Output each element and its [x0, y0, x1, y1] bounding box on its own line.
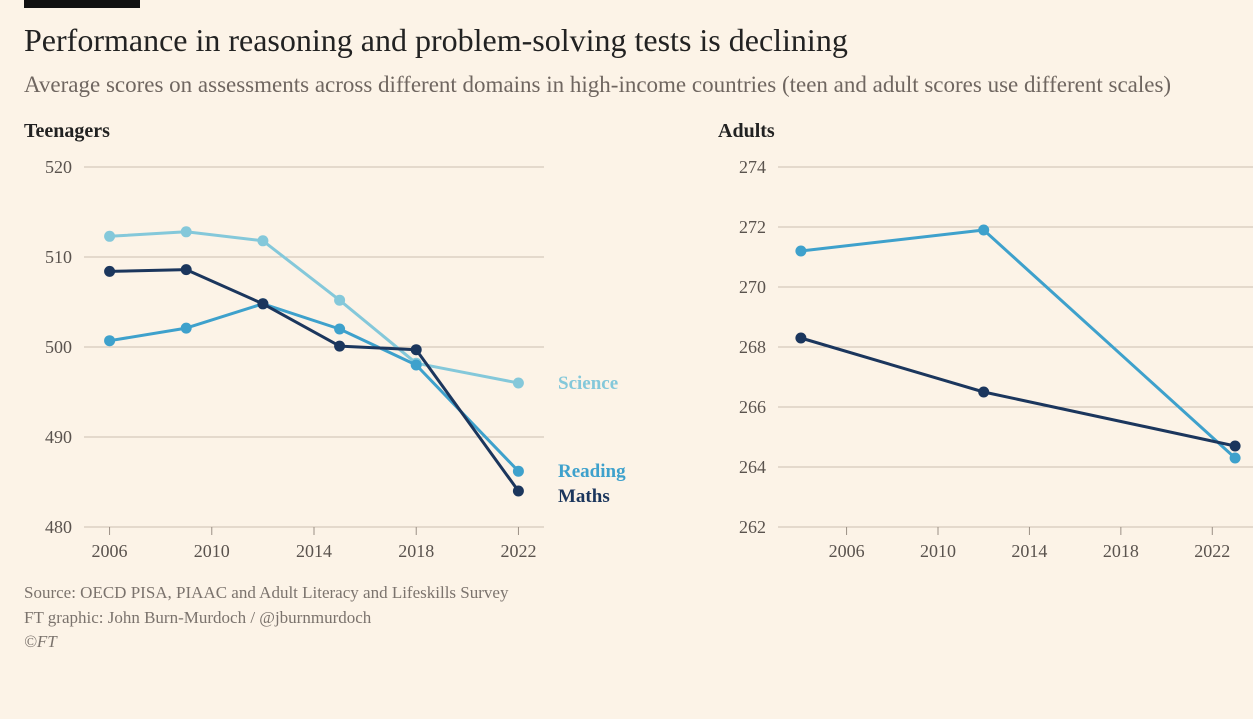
y-axis-label: 510 — [45, 247, 72, 267]
series-marker-numeracy — [978, 387, 989, 398]
series-marker-reading — [411, 360, 422, 371]
x-axis-label: 2014 — [296, 541, 332, 561]
adult-panel-title: Adults — [718, 120, 1253, 143]
series-marker-maths — [513, 486, 524, 497]
y-axis-label: 520 — [45, 157, 72, 177]
x-axis-label: 2010 — [920, 541, 956, 561]
series-line-reading — [110, 304, 519, 471]
series-marker-literacy — [978, 225, 989, 236]
series-line-science — [110, 232, 519, 383]
series-marker-reading — [104, 335, 115, 346]
x-axis-label: 2022 — [500, 541, 536, 561]
series-marker-science — [334, 295, 345, 306]
footer-source: Source: OECD PISA, PIAAC and Adult Liter… — [24, 581, 1229, 606]
y-axis-label: 272 — [739, 217, 766, 237]
series-marker-reading — [334, 324, 345, 335]
x-axis-label: 2010 — [194, 541, 230, 561]
series-marker-numeracy — [795, 333, 806, 344]
footer-credit: FT graphic: John Burn-Murdoch / @jburnmu… — [24, 606, 1229, 631]
series-label-science: Science — [558, 373, 618, 394]
series-marker-science — [513, 378, 524, 389]
series-marker-numeracy — [1230, 441, 1241, 452]
series-marker-reading — [513, 466, 524, 477]
series-marker-maths — [334, 341, 345, 352]
series-marker-reading — [181, 323, 192, 334]
series-marker-maths — [257, 298, 268, 309]
series-marker-maths — [104, 266, 115, 277]
series-marker-science — [257, 235, 268, 246]
y-axis-label: 490 — [45, 427, 72, 447]
y-axis-label: 262 — [739, 517, 766, 537]
y-axis-label: 264 — [739, 457, 766, 477]
adult-chart: 262 264 266 268 270 272 274 2006 2010 2014 2018 202… — [718, 147, 1253, 567]
y-axis-label: 266 — [739, 397, 766, 417]
x-axis-label: 2022 — [1194, 541, 1230, 561]
series-marker-maths — [181, 264, 192, 275]
brand-topbar — [24, 0, 140, 8]
x-axis-label: 2014 — [1011, 541, 1047, 561]
series-label-maths: Maths — [558, 486, 610, 507]
footer-copyright: ©FT — [24, 630, 1229, 655]
x-axis-label: 2006 — [92, 541, 128, 561]
series-marker-science — [181, 226, 192, 237]
x-axis-label: 2006 — [829, 541, 865, 561]
y-axis-label: 268 — [739, 337, 766, 357]
x-axis-label: 2018 — [1103, 541, 1139, 561]
chart-title: Performance in reasoning and problem-sol… — [24, 22, 1229, 59]
series-line-literacy — [801, 230, 1235, 458]
teen-panel-title: Teenagers — [24, 120, 674, 143]
series-marker-literacy — [1230, 453, 1241, 464]
y-axis-label: 270 — [739, 277, 766, 297]
series-line-maths — [110, 270, 519, 491]
adult-panel: Adults 262 264 266 268 270 272 274 2006 2010 2014… — [718, 120, 1253, 567]
series-marker-science — [104, 231, 115, 242]
chart-footer: Source: OECD PISA, PIAAC and Adult Liter… — [24, 581, 1229, 655]
y-axis-label: 480 — [45, 517, 72, 537]
x-axis-label: 2018 — [398, 541, 434, 561]
teen-panel: Teenagers 480 490 500 510 520 2006 2010 2014 201… — [24, 120, 674, 567]
y-axis-label: 274 — [739, 157, 766, 177]
chart-subtitle: Average scores on assessments across dif… — [24, 69, 1184, 100]
y-axis-label: 500 — [45, 337, 72, 357]
series-label-reading: Reading — [558, 461, 626, 482]
series-marker-literacy — [795, 246, 806, 257]
series-marker-maths — [411, 344, 422, 355]
series-line-numeracy — [801, 338, 1235, 446]
teen-chart: 480 490 500 510 520 2006 2010 2014 2018 2022 Scien… — [24, 147, 674, 567]
